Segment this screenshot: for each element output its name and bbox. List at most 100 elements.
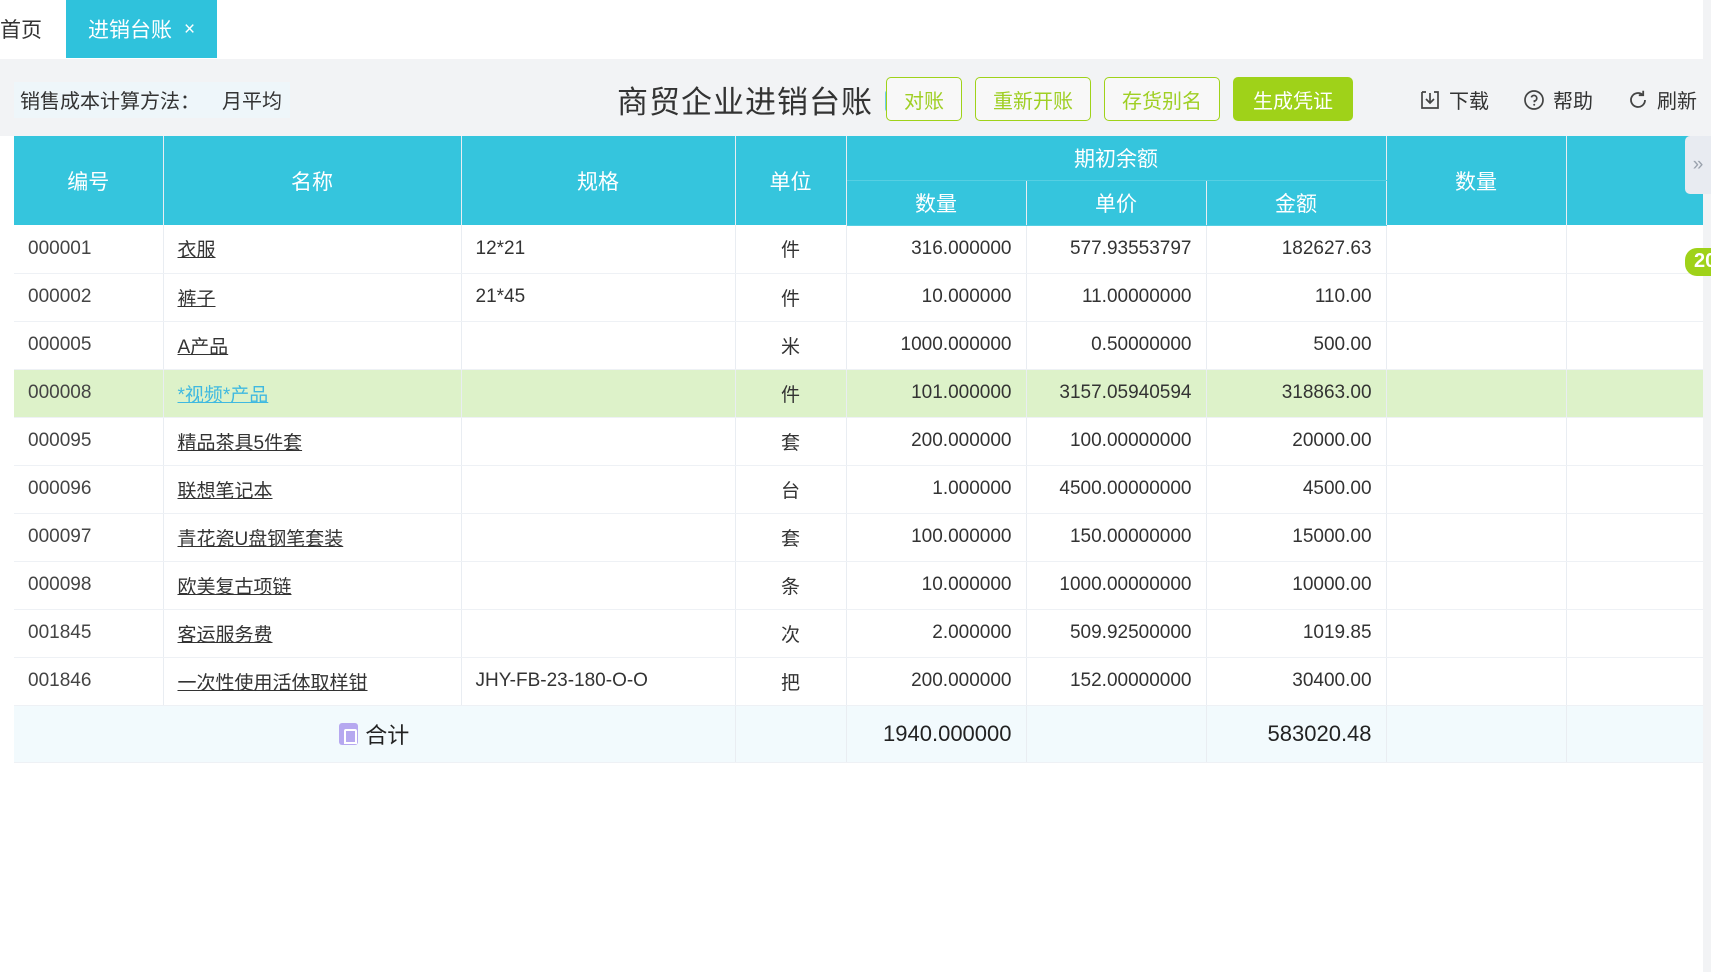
total-spacer-cell [1566, 705, 1711, 763]
col-header-name[interactable]: 名称 [163, 136, 462, 225]
total-unit-cell [735, 705, 847, 763]
cell-code: 000097 [14, 513, 164, 562]
cell-spacer [1566, 417, 1711, 466]
item-name-link[interactable]: 裤子 [177, 288, 216, 310]
refresh-action[interactable]: 刷新 [1627, 85, 1697, 114]
cell-opening-price: 150.00000000 [1026, 513, 1207, 562]
inventory-alias-button[interactable]: 存货别名 [1104, 77, 1220, 121]
reconcile-button[interactable]: 对账 [886, 77, 962, 121]
cell-opening-qty: 101.000000 [846, 369, 1027, 418]
cell-opening-price: 152.00000000 [1026, 657, 1207, 706]
row-count-badge[interactable]: 20 [1685, 248, 1711, 276]
cell-spacer [1566, 657, 1711, 706]
cell-name[interactable]: 青花瓷U盘钢笔套装 [163, 513, 462, 562]
col-header-opening-price[interactable]: 单价 [1026, 180, 1207, 226]
item-name-link[interactable]: 青花瓷U盘钢笔套装 [177, 528, 344, 550]
cell-spacer [1566, 369, 1711, 418]
cell-opening-amount: 500.00 [1206, 321, 1387, 370]
cell-spec: 12*21 [461, 225, 736, 274]
tab-home[interactable]: 首页 [0, 0, 66, 58]
right-scroll-gutter[interactable] [1703, 0, 1711, 972]
table-row[interactable]: 000002 裤子 21*45 件 10.000000 11.00000000 110.00 [14, 273, 1711, 322]
cell-name[interactable]: A产品 [163, 321, 462, 370]
cell-unit: 把 [735, 657, 847, 706]
item-name-link[interactable]: 精品茶具5件套 [177, 432, 303, 454]
cell-spec [461, 465, 736, 514]
col-header-opening-amount[interactable]: 金额 [1206, 180, 1387, 226]
lock-icon [339, 722, 359, 745]
refresh-action-label: 刷新 [1657, 91, 1697, 113]
cell-qty-next [1386, 417, 1567, 466]
page-title: 商贸企业进销台账 [617, 77, 908, 122]
cell-name[interactable]: 欧美复古项链 [163, 561, 462, 610]
help-action[interactable]: 帮助 [1523, 85, 1593, 114]
table-row[interactable]: 000008 *视频*产品 件 101.000000 3157.05940594 3188… [14, 369, 1711, 418]
tab-purchase-sales-ledger-label: 进销台账 [88, 19, 172, 42]
cell-opening-amount: 30400.00 [1206, 657, 1387, 706]
col-header-spec[interactable]: 规格 [461, 136, 736, 225]
col-header-qty-next[interactable]: 数量 [1386, 136, 1567, 225]
cell-name[interactable]: 客运服务费 [163, 609, 462, 658]
item-name-link[interactable]: 欧美复古项链 [177, 576, 292, 598]
cell-code: 000008 [14, 369, 164, 418]
cell-spacer [1566, 609, 1711, 658]
col-header-opening-qty[interactable]: 数量 [846, 180, 1027, 226]
close-icon[interactable]: × [184, 18, 196, 40]
cell-qty-next [1386, 609, 1567, 658]
reopen-account-button[interactable]: 重新开账 [975, 77, 1091, 121]
table-row[interactable]: 001845 客运服务费 次 2.000000 509.92500000 1019.85 [14, 609, 1711, 658]
table-row[interactable]: 000095 精品茶具5件套 套 200.000000 100.00000000 2000… [14, 417, 1711, 466]
cell-spec [461, 609, 736, 658]
reconcile-button-label: 对账 [904, 90, 944, 113]
table-header-row-2: 数量 单价 金额 [14, 180, 1711, 226]
cell-unit: 次 [735, 609, 847, 658]
generate-voucher-button[interactable]: 生成凭证 [1233, 77, 1353, 121]
cell-name[interactable]: 联想笔记本 [163, 465, 462, 514]
cell-name[interactable]: *视频*产品 [163, 369, 462, 418]
cell-opening-amount: 318863.00 [1206, 369, 1387, 418]
table-row[interactable]: 000001 衣服 12*21 件 316.000000 577.93553797 1826… [14, 225, 1711, 274]
question-circle-icon [1523, 89, 1545, 111]
cell-spec [461, 369, 736, 418]
item-name-link[interactable]: 联想笔记本 [177, 480, 273, 502]
item-name-link[interactable]: *视频*产品 [177, 384, 269, 406]
item-name-link[interactable]: 客运服务费 [177, 624, 273, 646]
cell-name[interactable]: 裤子 [163, 273, 462, 322]
toolbar-icon-actions: 下载 帮助 刷新 [1419, 85, 1697, 114]
panel-collapse-handle[interactable]: » [1685, 136, 1711, 194]
table-row[interactable]: 000097 青花瓷U盘钢笔套装 套 100.000000 150.00000000 15… [14, 513, 1711, 562]
table-header: 编号 名称 规格 单位 期初余额 数量 数量 单价 金额 [14, 136, 1711, 226]
cell-opening-amount: 10000.00 [1206, 561, 1387, 610]
reopen-account-button-label: 重新开账 [993, 90, 1073, 113]
cell-opening-price: 1000.00000000 [1026, 561, 1207, 610]
col-header-code[interactable]: 编号 [14, 136, 164, 225]
tab-purchase-sales-ledger[interactable]: 进销台账 × [66, 0, 218, 58]
cell-code: 000002 [14, 273, 164, 322]
item-name-link[interactable]: A产品 [177, 336, 229, 358]
cell-spacer [1566, 321, 1711, 370]
cell-code: 000095 [14, 417, 164, 466]
table-row[interactable]: 001846 一次性使用活体取样钳 JHY-FB-23-180-O-O 把 200.00… [14, 657, 1711, 706]
item-name-link[interactable]: 一次性使用活体取样钳 [177, 672, 368, 694]
table-row[interactable]: 000005 A产品 米 1000.000000 0.50000000 500.00 [14, 321, 1711, 370]
table-body: 000001 衣服 12*21 件 316.000000 577.93553797 1826… [14, 225, 1711, 706]
cell-code: 001845 [14, 609, 164, 658]
cell-spec [461, 561, 736, 610]
cell-name[interactable]: 衣服 [163, 225, 462, 274]
cell-opening-amount: 1019.85 [1206, 609, 1387, 658]
cell-qty-next [1386, 561, 1567, 610]
cell-opening-qty: 10.000000 [846, 561, 1027, 610]
download-action[interactable]: 下载 [1419, 85, 1489, 114]
ledger-table-container[interactable]: 编号 名称 规格 单位 期初余额 数量 数量 单价 金额 000001 衣服 12*… [0, 136, 1711, 972]
col-header-unit[interactable]: 单位 [735, 136, 847, 225]
cell-code: 000096 [14, 465, 164, 514]
cell-name[interactable]: 精品茶具5件套 [163, 417, 462, 466]
cell-opening-qty: 1.000000 [846, 465, 1027, 514]
cell-opening-price: 11.00000000 [1026, 273, 1207, 322]
table-row[interactable]: 000098 欧美复古项链 条 10.000000 1000.00000000 10000… [14, 561, 1711, 610]
item-name-link[interactable]: 衣服 [177, 240, 216, 262]
cell-name[interactable]: 一次性使用活体取样钳 [163, 657, 462, 706]
cell-opening-price: 577.93553797 [1026, 225, 1207, 274]
table-row[interactable]: 000096 联想笔记本 台 1.000000 4500.00000000 4500.00 [14, 465, 1711, 514]
cell-unit: 米 [735, 321, 847, 370]
